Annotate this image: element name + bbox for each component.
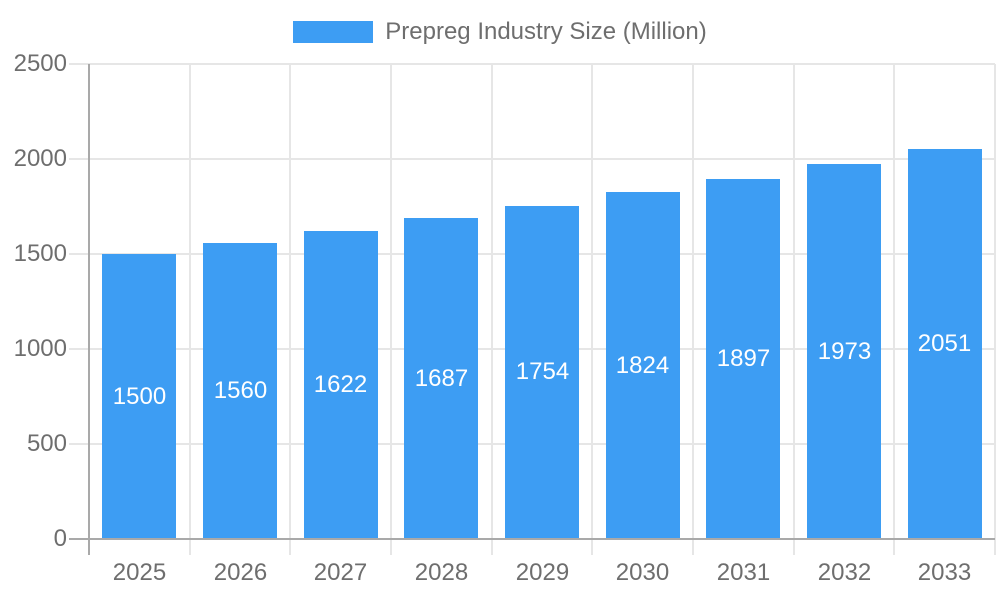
y-tick-label: 2500 [13, 50, 67, 77]
bar-2030[interactable] [606, 192, 680, 539]
x-tick-label: 2025 [112, 559, 167, 586]
x-tick-label: 2031 [716, 559, 771, 586]
x-gridline [289, 64, 291, 555]
x-tick-label: 2029 [515, 559, 570, 586]
bar-2025[interactable] [102, 254, 176, 539]
bar-2033[interactable] [908, 149, 982, 539]
y-tick-label: 0 [53, 525, 67, 552]
x-gridline [692, 64, 694, 555]
y-gridline [69, 158, 995, 160]
x-tick-label: 2026 [213, 559, 268, 586]
bar-2028[interactable] [404, 218, 478, 539]
x-tick-label: 2030 [615, 559, 670, 586]
x-tick-label: 2027 [313, 559, 368, 586]
bar-2029[interactable] [505, 206, 579, 539]
x-tick-label: 2028 [414, 559, 469, 586]
y-tick-label: 1000 [13, 335, 67, 362]
x-gridline [390, 64, 392, 555]
x-axis-line [69, 538, 995, 540]
y-tick-label: 2000 [13, 145, 67, 172]
legend-label: Prepreg Industry Size (Million) [385, 18, 707, 45]
bar-2027[interactable] [304, 231, 378, 539]
y-tick-label: 1500 [13, 240, 67, 267]
x-tick-label: 2032 [817, 559, 872, 586]
x-gridline [591, 64, 593, 555]
chart-legend[interactable]: Prepreg Industry Size (Million) [0, 18, 1000, 45]
x-gridline [491, 64, 493, 555]
bar-2026[interactable] [203, 243, 277, 539]
legend-swatch [293, 21, 374, 43]
y-gridline [69, 63, 995, 65]
x-gridline [994, 64, 996, 555]
bar-2032[interactable] [807, 164, 881, 539]
x-gridline [189, 64, 191, 555]
x-tick-label: 2033 [917, 559, 972, 586]
plot-area: 1500 1560 1622 1687 1754 1824 1897 1973 2051 [69, 63, 996, 555]
x-gridline [893, 64, 895, 555]
bar-2031[interactable] [706, 179, 780, 539]
y-tick-label: 500 [26, 430, 67, 457]
y-axis-line [88, 64, 90, 555]
x-gridline [793, 64, 795, 555]
